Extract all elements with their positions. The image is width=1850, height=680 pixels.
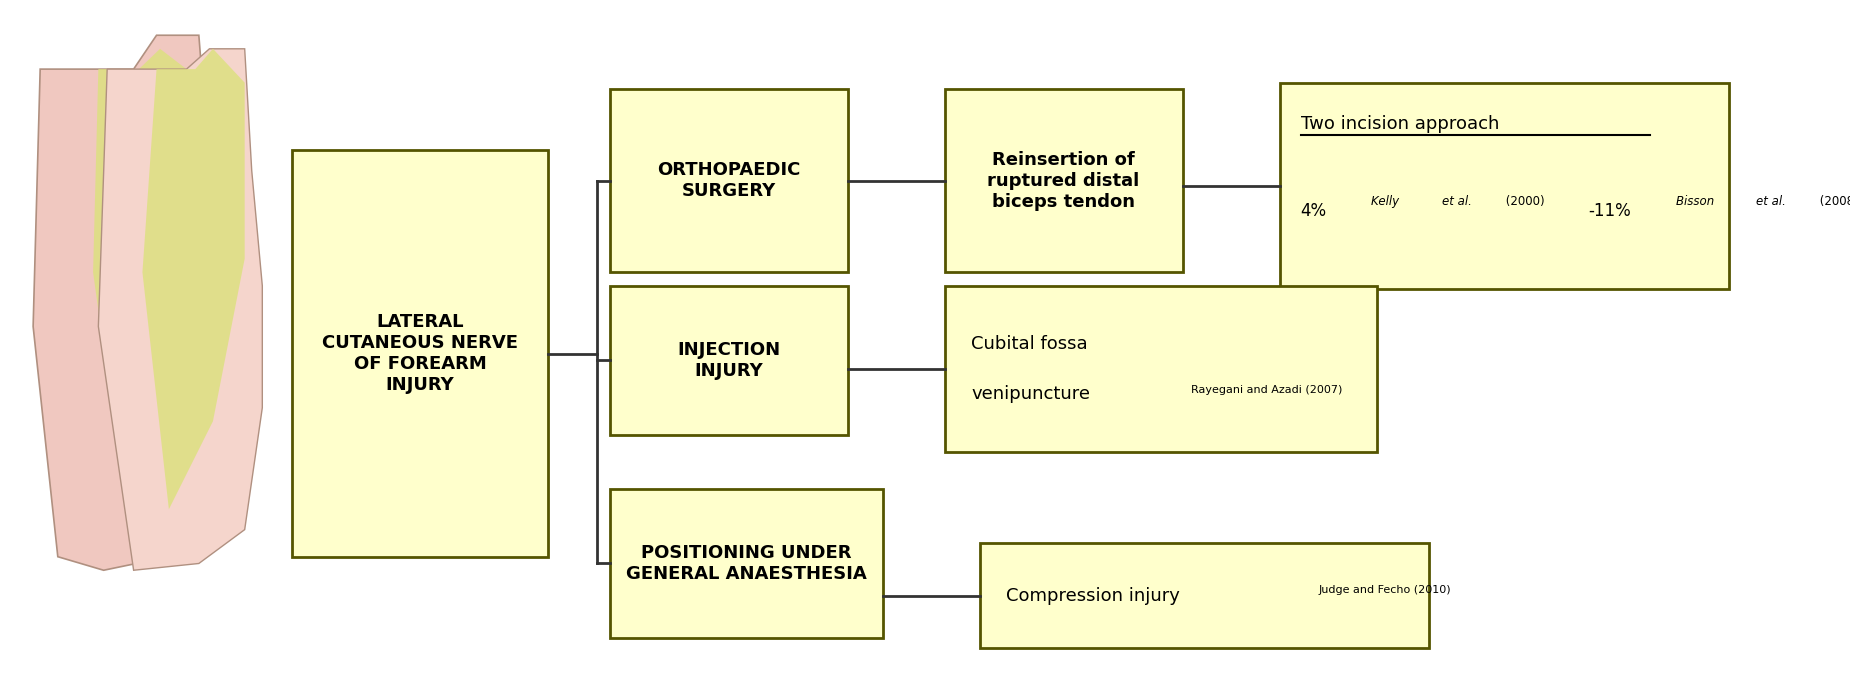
Polygon shape (98, 49, 263, 571)
Text: -11%: -11% (1587, 202, 1632, 220)
FancyBboxPatch shape (980, 543, 1430, 648)
Text: et al.: et al. (1441, 195, 1471, 208)
FancyBboxPatch shape (610, 489, 882, 638)
Text: venipuncture: venipuncture (971, 385, 1090, 403)
Text: LATERAL
CUTANEOUS NERVE
OF FOREARM
INJURY: LATERAL CUTANEOUS NERVE OF FOREARM INJUR… (322, 313, 518, 394)
Text: et al.: et al. (1756, 195, 1785, 208)
Text: 4%: 4% (1301, 202, 1326, 220)
Text: INJECTION
INJURY: INJECTION INJURY (677, 341, 781, 379)
Text: ORTHOPAEDIC
SURGERY: ORTHOPAEDIC SURGERY (657, 161, 801, 200)
FancyBboxPatch shape (945, 90, 1182, 272)
FancyBboxPatch shape (610, 90, 847, 272)
Text: Judge and Fecho (2010): Judge and Fecho (2010) (1319, 585, 1450, 596)
Text: Two incision approach: Two incision approach (1301, 115, 1499, 133)
Text: POSITIONING UNDER
GENERAL ANAESTHESIA: POSITIONING UNDER GENERAL ANAESTHESIA (625, 544, 866, 583)
Text: Bisson: Bisson (1676, 195, 1719, 208)
Text: (2008): (2008) (1815, 195, 1850, 208)
Text: Rayegani and Azadi (2007): Rayegani and Azadi (2007) (1191, 386, 1343, 395)
Text: Reinsertion of
ruptured distal
biceps tendon: Reinsertion of ruptured distal biceps te… (988, 151, 1140, 211)
Polygon shape (92, 49, 198, 475)
Text: Cubital fossa: Cubital fossa (971, 335, 1088, 353)
Text: Compression injury: Compression injury (1006, 587, 1180, 605)
Text: (2000): (2000) (1502, 195, 1545, 208)
FancyBboxPatch shape (610, 286, 847, 435)
Polygon shape (33, 35, 231, 571)
FancyBboxPatch shape (945, 286, 1376, 452)
Polygon shape (142, 49, 244, 509)
Text: Kelly: Kelly (1371, 195, 1402, 208)
FancyBboxPatch shape (292, 150, 548, 557)
FancyBboxPatch shape (1280, 83, 1730, 289)
